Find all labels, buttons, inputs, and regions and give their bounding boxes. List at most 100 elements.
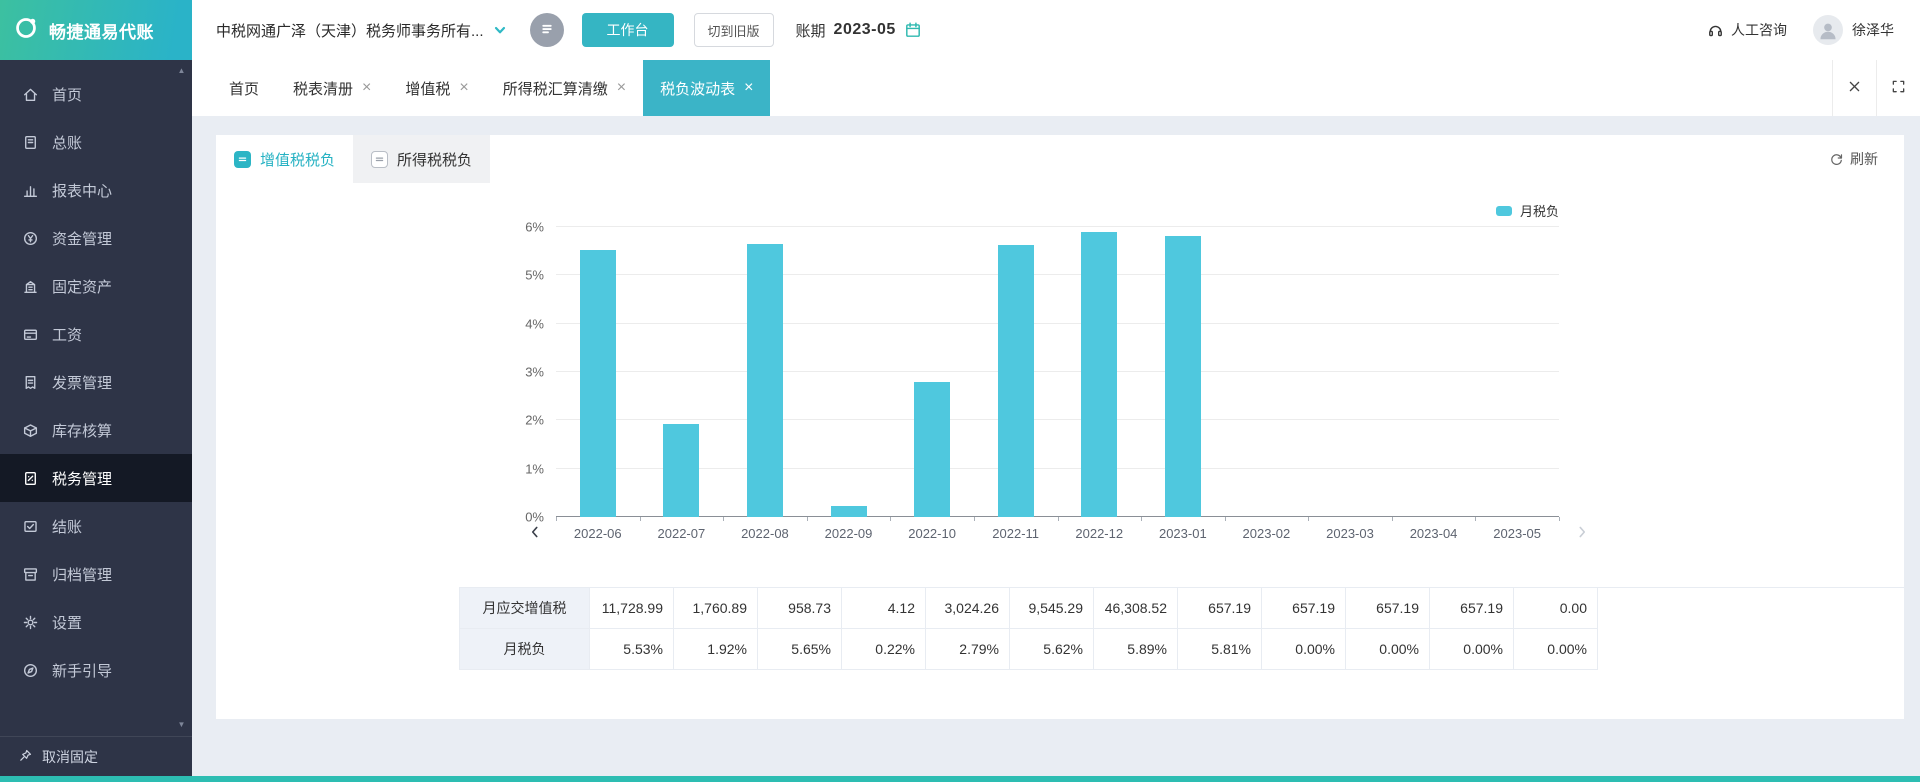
y-axis-tick: 1% (525, 461, 544, 477)
chart-plot: 0% 1% 2% 3% 4% 5% 6% 2022-06 2022-07 2022-08 2022-… (525, 220, 1586, 541)
close-tab-icon[interactable]: × (362, 79, 372, 96)
close-all-tabs-button[interactable] (1832, 60, 1876, 116)
consult-button[interactable]: 人工咨询 (1707, 20, 1787, 40)
y-axis-tick: 4% (525, 316, 544, 332)
sidebar-item-salary[interactable]: 工资 (0, 310, 192, 358)
table-cell: 5.89% (1094, 629, 1178, 670)
table-cell: 657.19 (1346, 588, 1430, 629)
tab-tax-burden-fluctuation[interactable]: 税负波动表 × (643, 60, 771, 116)
axis-tick (639, 517, 641, 521)
sidebar-item-invoice-management[interactable]: 发票管理 (0, 358, 192, 406)
subtab-vat-burden[interactable]: 增值税税负 (216, 135, 354, 183)
axis-tick (1391, 517, 1393, 521)
x-label: 2022-08 (741, 526, 789, 541)
brand-logo-icon (13, 15, 39, 46)
sidebar: ▲ 首页 总账报表中心资金管理固定资产 工资发票管理库存核算税务管理 结账 归档管理设置… (0, 60, 192, 776)
guide-icon (22, 662, 39, 679)
chevron-down-icon (492, 22, 508, 38)
y-axis-tick: 0% (525, 509, 544, 525)
x-axis-labels: 2022-06 2022-07 2022-08 2022-09 2022-10 2022-… (556, 526, 1559, 541)
table-cell: 0.22% (842, 629, 926, 670)
axis-tick (1224, 517, 1226, 521)
y-axis-tick: 5% (525, 267, 544, 283)
gridline (556, 419, 1559, 421)
chart-scroll-right-button[interactable] (1573, 524, 1591, 542)
user-menu[interactable]: 徐泽华 (1813, 15, 1894, 45)
bar-slot (556, 227, 640, 517)
app-logo: 畅捷通易代账 (0, 0, 192, 60)
sidebar-item-settings[interactable]: 设置 (0, 598, 192, 646)
unpin-button[interactable]: 取消固定 (0, 736, 192, 776)
sidebar-item-general-ledger[interactable]: 总账 (0, 118, 192, 166)
workbench-button[interactable]: 工作台 (581, 13, 674, 47)
sidebar-item-fund-management[interactable]: 资金管理 (0, 214, 192, 262)
gridline (556, 274, 1559, 276)
unpin-label: 取消固定 (42, 748, 98, 765)
x-label: 2023-04 (1409, 526, 1458, 541)
gridline (556, 516, 1559, 517)
close-tab-icon[interactable]: × (459, 79, 469, 96)
y-axis-tick: 3% (525, 364, 544, 380)
chart-scroll-left-button[interactable] (526, 524, 544, 542)
table-cell: 9,545.29 (1010, 588, 1094, 629)
bar-slot (723, 227, 807, 517)
table-cell: 0.00% (1514, 629, 1598, 670)
sidebar-item-archive-management[interactable]: 归档管理 (0, 550, 192, 598)
close-tab-icon[interactable]: × (616, 79, 627, 96)
sidebar-item-label: 资金管理 (52, 230, 113, 248)
company-selector[interactable]: 中税网通广泽（天津）税务师事务所有... (216, 20, 508, 41)
sidebar-item-label: 设置 (52, 614, 83, 632)
subtab-label: 所得税税负 (397, 151, 473, 169)
bar-slot (1392, 227, 1476, 517)
sidebar-item-label: 发票管理 (52, 374, 113, 392)
bar-2022-11 (997, 245, 1034, 517)
x-label: 2022-12 (1075, 526, 1124, 541)
axis-tick (806, 517, 808, 521)
workbench-circle-button[interactable] (529, 13, 564, 47)
bar-slot (1057, 227, 1141, 517)
refresh-button[interactable]: 刷新 (1829, 135, 1878, 183)
sidebar-item-label: 报表中心 (52, 182, 113, 200)
accounting-period[interactable]: 账期 2023-05 (796, 20, 922, 41)
table-cell: 3,024.26 (926, 588, 1010, 629)
report-icon (22, 182, 39, 199)
sidebar-item-home[interactable]: 首页 (0, 70, 192, 118)
sidebar-item-tax-management[interactable]: 税务管理 (0, 454, 192, 502)
tab-home[interactable]: 首页 (212, 60, 276, 116)
tab-tax-form-register[interactable]: 税表清册 × (276, 60, 388, 116)
sidebar-item-closing[interactable]: 结账 (0, 502, 192, 550)
header-right: 人工咨询 徐泽华 (1707, 15, 1894, 45)
tab-vat[interactable]: 增值税 × (388, 60, 485, 116)
bar-2023-01 (1164, 236, 1201, 517)
sidebar-item-inventory-accounting[interactable]: 库存核算 (0, 406, 192, 454)
close-tab-icon[interactable]: × (744, 79, 754, 96)
username: 徐泽华 (1852, 22, 1894, 38)
subtab-label: 增值税税负 (260, 151, 336, 169)
income-tax-badge-icon (371, 150, 389, 168)
bar-slot (807, 227, 891, 517)
axis-tick (1559, 517, 1560, 521)
legend-marker (1495, 205, 1512, 216)
gridline (556, 226, 1559, 227)
table-cell: 11,728.99 (590, 588, 674, 629)
switch-old-version-button[interactable]: 切到旧版 (693, 13, 774, 47)
tab-income-tax-settlement[interactable]: 所得税汇算清缴 × (486, 60, 643, 116)
sidebar-item-report-center[interactable]: 报表中心 (0, 166, 192, 214)
tax-data-table: 月应交增值税 11,728.99 1,760.89 958.73 4.12 3,024.2… (459, 587, 1904, 670)
table-cell: 657.19 (1178, 588, 1262, 629)
sidebar-scroll-up-icon[interactable]: ▲ (177, 66, 186, 75)
table-cell: 0.00% (1430, 629, 1514, 670)
salary-icon (22, 326, 39, 343)
tab-label: 税表清册 (293, 80, 354, 98)
sidebar-item-fixed-assets[interactable]: 固定资产 (0, 262, 192, 310)
sidebar-scroll-down-icon[interactable]: ▼ (177, 720, 186, 729)
subtab-income-tax-burden[interactable]: 所得税税负 (353, 135, 491, 183)
fullscreen-icon (1891, 79, 1906, 97)
bar-2022-08 (746, 243, 783, 517)
top-header: 中税网通广泽（天津）税务师事务所有... 工作台 切到旧版 账期 2023-05… (192, 0, 1920, 60)
fullscreen-button[interactable] (1876, 60, 1920, 116)
bar-slot (1475, 227, 1559, 517)
sidebar-item-beginner-guide[interactable]: 新手引导 (0, 646, 192, 694)
sidebar-item-label: 库存核算 (52, 422, 113, 440)
period-value: 2023-05 (833, 21, 896, 38)
